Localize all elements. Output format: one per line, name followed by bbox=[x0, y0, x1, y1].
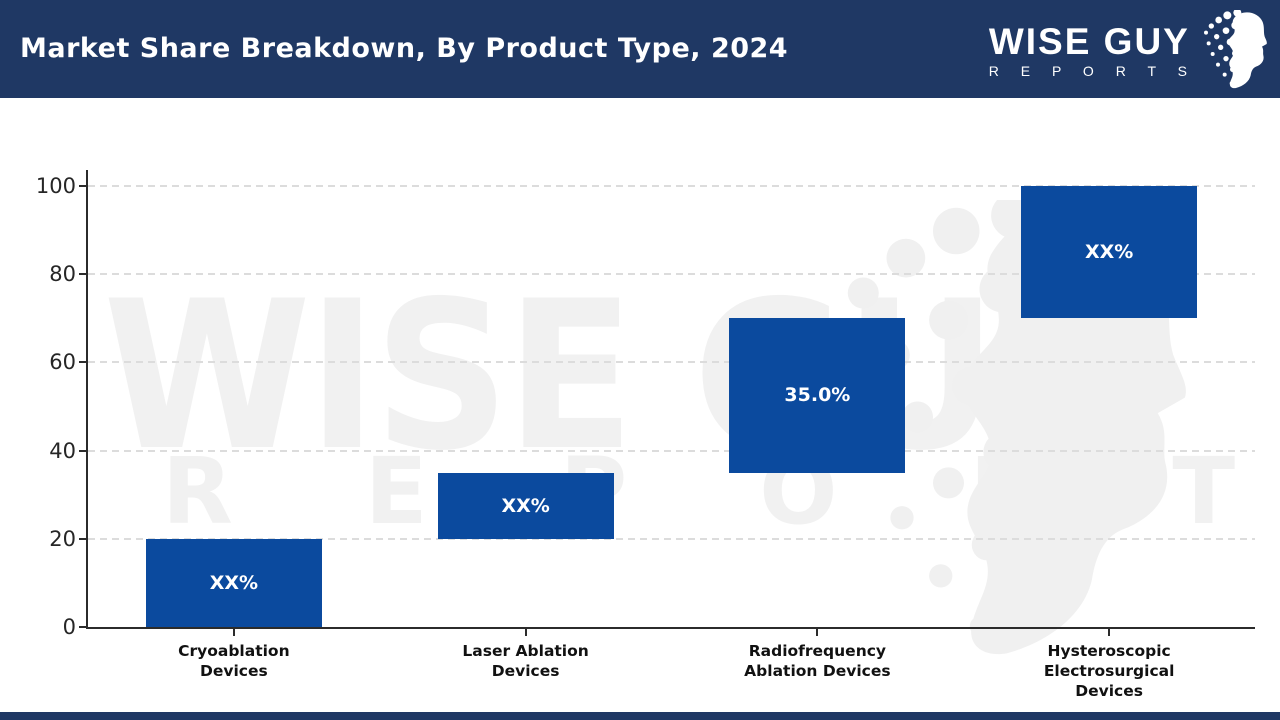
y-tick-label-40: 40 bbox=[49, 438, 76, 463]
y-tick-40 bbox=[79, 449, 87, 452]
y-gridline-60 bbox=[88, 361, 1255, 364]
wiseguy-logo: WISE GUY R E P O R T S bbox=[983, 8, 1268, 92]
footer-band bbox=[0, 712, 1280, 720]
y-tick-label-80: 80 bbox=[49, 262, 76, 287]
header-band: Market Share Breakdown, By Product Type,… bbox=[0, 0, 1280, 98]
y-gridline-80 bbox=[88, 273, 1255, 276]
bar-value-label: XX% bbox=[501, 494, 550, 517]
y-axis-line bbox=[86, 170, 88, 629]
y-tick-label-20: 20 bbox=[49, 526, 76, 551]
y-tick-20 bbox=[79, 537, 87, 540]
bar-4: XX% bbox=[1021, 186, 1198, 319]
category-label: Cryoablation Devices bbox=[178, 642, 290, 680]
bar-2: XX% bbox=[437, 472, 614, 539]
wiseguy-logo-name: WISE GUY bbox=[988, 20, 1190, 62]
y-tick-0 bbox=[79, 626, 87, 628]
y-gridline-40 bbox=[88, 449, 1255, 452]
chart-title: Market Share Breakdown, By Product Type,… bbox=[20, 33, 789, 64]
y-tick-100 bbox=[79, 185, 87, 187]
x-tick-1 bbox=[232, 629, 235, 636]
bar-3: 35.0% bbox=[729, 318, 906, 473]
x-tick-4 bbox=[1108, 629, 1111, 636]
bar-1: XX% bbox=[145, 538, 322, 627]
bar-value-label: XX% bbox=[1084, 241, 1134, 264]
y-tick-80 bbox=[79, 273, 87, 276]
wiseguy-logo-text: WISE GUY R E P O R T S bbox=[983, 20, 1196, 79]
bar-value-label: 35.0% bbox=[784, 384, 851, 407]
category-label: Laser Ablation Devices bbox=[462, 642, 589, 680]
wiseguy-logo-reports: R E P O R T S bbox=[988, 62, 1196, 79]
category-label: Hysteroscopic Electrosurgical Devices bbox=[1043, 642, 1175, 700]
y-tick-60 bbox=[79, 361, 87, 364]
x-axis-line bbox=[86, 627, 1255, 629]
y-tick-label-100: 100 bbox=[35, 174, 76, 198]
y-tick-label-60: 60 bbox=[49, 350, 76, 375]
y-gridline-100 bbox=[88, 185, 1255, 187]
wiseguy-face-icon bbox=[1204, 10, 1267, 89]
bar-chart-plot-area: 0 20 40 60 80 100 XX% Cryoablation Devices XX% La… bbox=[0, 98, 1280, 712]
bar-value-label: XX% bbox=[209, 571, 259, 594]
x-tick-3 bbox=[816, 629, 819, 636]
category-label: Radiofrequency Ablation Devices bbox=[744, 642, 891, 680]
x-tick-2 bbox=[524, 629, 527, 636]
y-gridline-20 bbox=[88, 537, 1255, 540]
y-tick-label-0: 0 bbox=[62, 615, 76, 639]
